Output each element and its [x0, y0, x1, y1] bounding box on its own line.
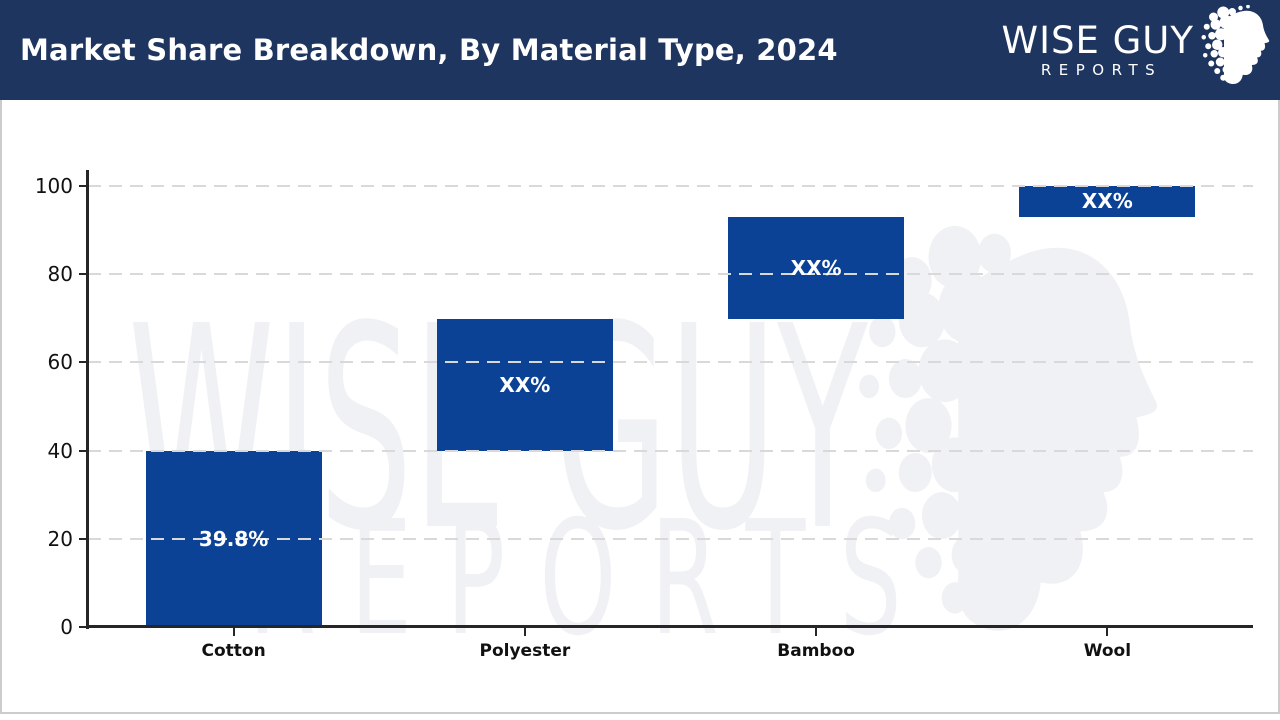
y-axis-tick-label: 40	[47, 438, 73, 463]
y-axis-tick	[79, 185, 88, 187]
y-axis-tick-label: 20	[47, 526, 73, 551]
logo-subtitle: REPORTS	[1040, 60, 1163, 79]
bar-wool	[1019, 186, 1195, 217]
header-bar: Market Share Breakdown, By Material Type…	[0, 0, 1280, 100]
chart-canvas: WISE GUY REPORTS 0 20 40 60 80 100 39.8% Cotton…	[0, 100, 1280, 714]
x-axis-tick-label: Cotton	[201, 641, 266, 661]
y-axis-tick	[79, 626, 88, 628]
gridline	[88, 185, 1253, 187]
gridline	[88, 361, 1253, 364]
watermark-subtitle: REPORTS	[248, 487, 936, 671]
y-axis-tick	[79, 273, 88, 276]
x-axis-tick	[1106, 628, 1109, 636]
x-axis-tick-label: Wool	[1083, 641, 1132, 661]
x-axis-tick-label: Polyester	[479, 641, 571, 661]
y-axis-tick-label: 80	[47, 262, 73, 287]
page-title: Market Share Breakdown, By Material Type…	[20, 33, 838, 67]
watermark-face-icon	[859, 225, 1158, 631]
x-axis-tick	[815, 628, 818, 636]
x-axis-tick-label: Bamboo	[777, 641, 855, 661]
bar-value-label: XX%	[499, 373, 551, 398]
logo-wordmark: WISE GUY	[1001, 19, 1194, 63]
y-axis-line	[86, 170, 89, 629]
bar-bamboo	[728, 216, 904, 320]
wise-guy-reports-logo: WISE GUY REPORTS	[1002, 4, 1274, 96]
logo-face-icon	[1201, 5, 1270, 85]
gridline	[88, 449, 1253, 452]
y-axis-tick	[79, 449, 88, 452]
y-axis-tick	[79, 537, 88, 540]
y-axis-tick-label: 60	[47, 350, 73, 375]
x-axis-line	[88, 625, 1253, 628]
x-axis-tick	[523, 628, 526, 636]
bar-polyester	[437, 319, 613, 452]
bar-value-label: XX%	[790, 256, 842, 281]
gridline	[88, 537, 1253, 540]
y-axis-tick-label: 100	[34, 174, 73, 198]
y-axis-tick	[79, 361, 88, 364]
x-axis-tick	[232, 628, 235, 636]
y-axis-tick-label: 0	[60, 615, 73, 639]
bar-value-label: 39.8%	[198, 527, 269, 552]
bar-value-label: XX%	[1081, 189, 1133, 214]
gridline	[88, 273, 1253, 276]
logo-text: WISE GUY REPORTS	[1001, 19, 1194, 79]
